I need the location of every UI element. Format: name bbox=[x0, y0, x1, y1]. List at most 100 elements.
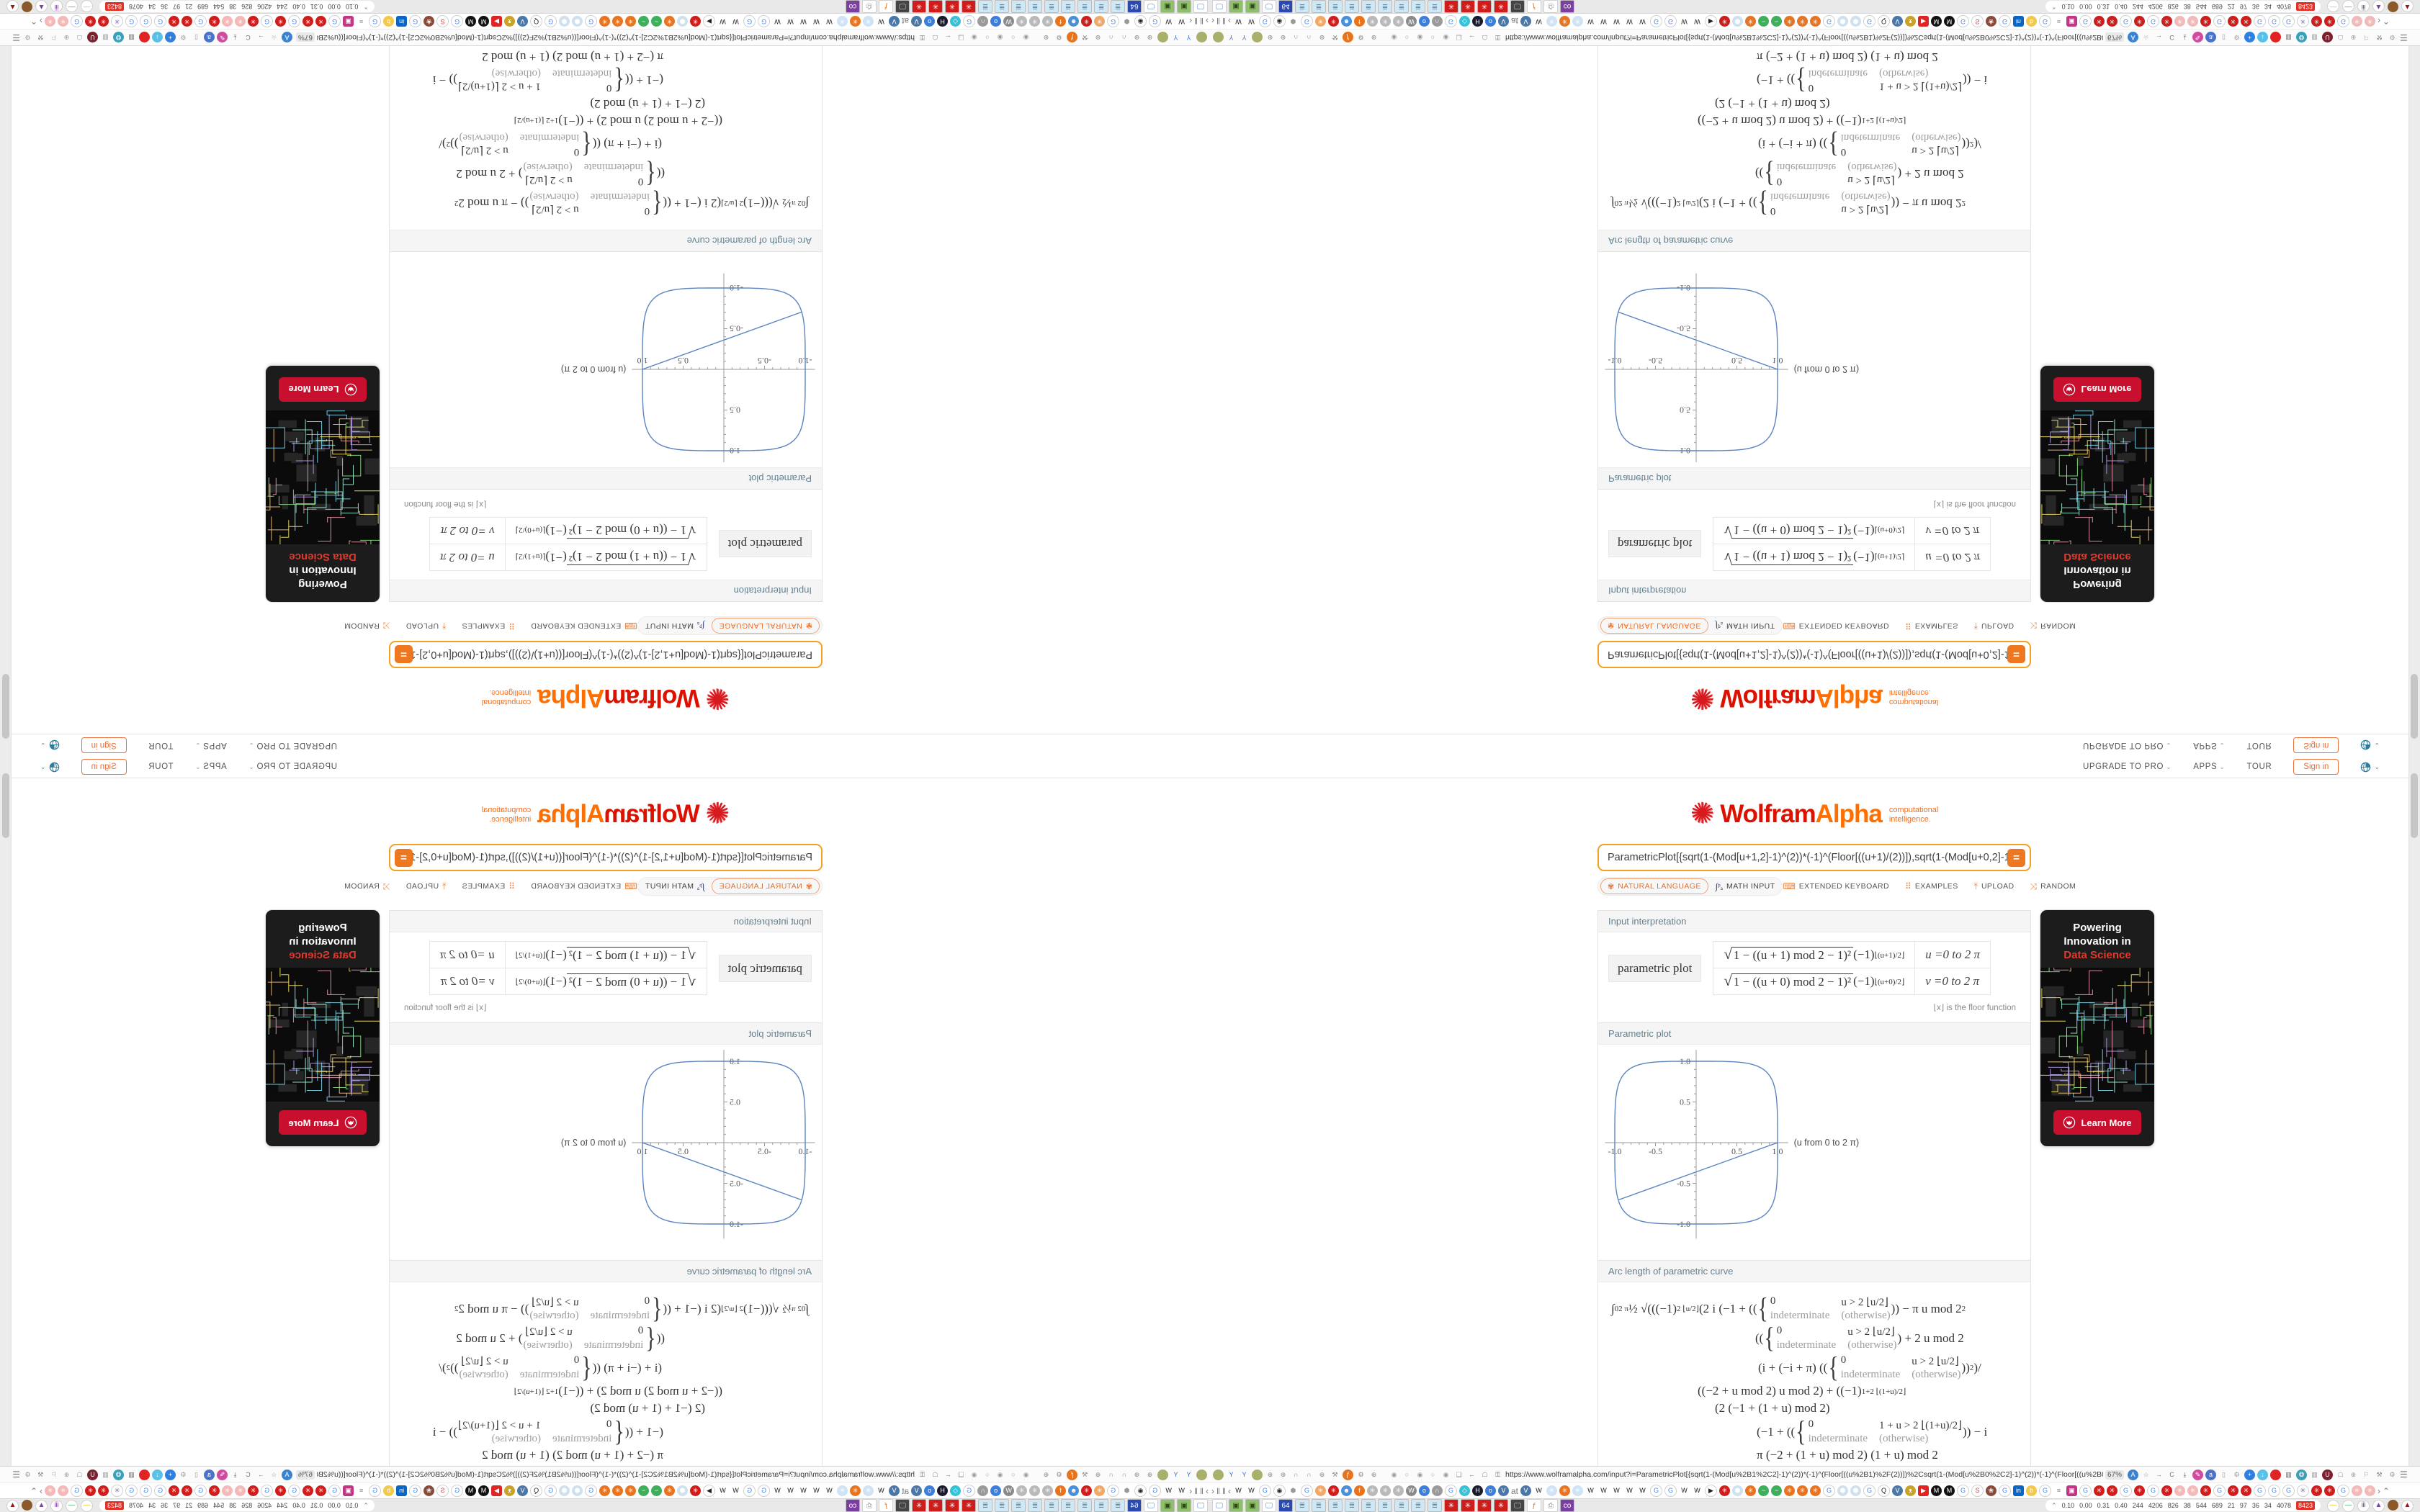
favicon-shg[interactable]: ☖ bbox=[76, 34, 83, 42]
app-icon-np[interactable]: ≣ bbox=[1044, 1499, 1059, 1512]
app-icon-np[interactable]: ≣ bbox=[1345, 1499, 1359, 1512]
favicon-wr[interactable]: ⚒ bbox=[1082, 1470, 1088, 1478]
favicon-mi[interactable]: ≡ bbox=[359, 1487, 364, 1494]
favicon-wp[interactable]: W bbox=[1405, 16, 1417, 27]
favicon-cc[interactable]: C bbox=[246, 34, 251, 42]
favicon-wpu[interactable]: ✳ bbox=[111, 15, 124, 27]
favicon-wap[interactable]: ✳ bbox=[222, 16, 233, 27]
favicon-g[interactable]: G bbox=[2267, 15, 2280, 27]
favicon-mi[interactable]: ≡ bbox=[359, 18, 364, 25]
favicon-or[interactable]: ✳ bbox=[1744, 1485, 1756, 1496]
favicon-g[interactable]: G bbox=[1664, 15, 1677, 27]
favicon-yt[interactable]: ▶ bbox=[1917, 16, 1929, 27]
favicon-g[interactable]: G bbox=[2336, 15, 2349, 27]
favicon-br[interactable]: ❀ bbox=[1985, 1485, 1996, 1496]
favicon-pb[interactable]: ✳ bbox=[863, 1485, 874, 1496]
favicon-g[interactable]: G bbox=[2119, 15, 2132, 27]
favicon-ol[interactable] bbox=[1157, 32, 1168, 43]
favicon-mo[interactable]: ▯ bbox=[194, 34, 198, 42]
favicon-med[interactable]: M bbox=[1943, 16, 1955, 27]
favicon-hb[interactable]: H bbox=[1471, 1485, 1483, 1496]
favicon-hs2[interactable]: ∩ bbox=[977, 16, 989, 27]
favicon-wa[interactable]: ✳ bbox=[1081, 1485, 1093, 1496]
favicon-sh[interactable]: ☖ bbox=[1482, 1470, 1488, 1478]
favicon-w[interactable]: W bbox=[1694, 18, 1700, 25]
app-icon-np[interactable]: ≣ bbox=[1295, 1499, 1309, 1512]
app-icon-np[interactable]: ≣ bbox=[1028, 1499, 1042, 1512]
extended-keyboard-button[interactable]: ⌨ EXTENDED KEYBOARD bbox=[530, 621, 637, 631]
favicon-w[interactable]: W bbox=[1681, 18, 1688, 25]
favicon-rw[interactable]: ○ bbox=[1404, 1470, 1410, 1478]
favicon-gr[interactable]: ~ bbox=[1757, 16, 1769, 27]
natural-language-tab[interactable]: ✾ NATURAL LANGUAGE bbox=[712, 618, 820, 634]
favicon-rmtn[interactable]: ▲ bbox=[2401, 0, 2414, 13]
favicon-gl[interactable]: ⊕ bbox=[1319, 34, 1325, 42]
favicon-wa[interactable]: ✳ bbox=[182, 1485, 193, 1496]
favicon-gl[interactable]: ⊕ bbox=[1267, 1470, 1273, 1478]
language-selector[interactable]: ⌄ bbox=[40, 762, 60, 773]
favicon-w[interactable]: W bbox=[1178, 18, 1185, 25]
favicon-yl[interactable]: — bbox=[81, 0, 93, 13]
favicon-wa[interactable]: ✳ bbox=[2106, 16, 2118, 27]
app-icon-np[interactable]: ≣ bbox=[978, 1499, 992, 1512]
favicon-wp[interactable]: W bbox=[1405, 1485, 1417, 1496]
favicon-rw[interactable]: ○ bbox=[1430, 1470, 1435, 1478]
favicon-or[interactable]: ✳ bbox=[1559, 1485, 1570, 1496]
query-input[interactable]: ParametricPlot[{sqrt(1-(Mod[u+1,2]-1)^(2… bbox=[389, 641, 823, 668]
favicon-wr[interactable]: ⚒ bbox=[37, 1470, 44, 1478]
favicon-q[interactable]: Q bbox=[1877, 15, 1890, 27]
app-icon-cg[interactable]: ▣ bbox=[1160, 1499, 1175, 1512]
favicon-pl[interactable]: ▶ bbox=[703, 1485, 716, 1497]
app-icon-np[interactable]: ≣ bbox=[1028, 0, 1042, 13]
favicon-gl[interactable]: ⊕ bbox=[1147, 1470, 1153, 1478]
app-icon-np[interactable]: ≣ bbox=[1411, 0, 1425, 13]
favicon-g[interactable]: G bbox=[1822, 1485, 1835, 1497]
app-icon-wsq[interactable]: ✳ bbox=[1461, 1499, 1475, 1512]
nav-tour[interactable]: TOUR bbox=[148, 741, 174, 750]
favicon-hs[interactable]: ∩ bbox=[1121, 1470, 1126, 1478]
natural-language-tab[interactable]: ✾ NATURAL LANGUAGE bbox=[712, 878, 820, 894]
favicon-ud[interactable]: U bbox=[2322, 32, 2334, 43]
favicon-rb[interactable]: ◉ bbox=[971, 34, 977, 42]
favicon-pb[interactable]: ✳ bbox=[1546, 16, 1557, 27]
learn-more-button[interactable]: Learn More bbox=[2053, 1110, 2141, 1135]
favicon-w[interactable]: W bbox=[1694, 1487, 1700, 1494]
favicon-g[interactable]: G bbox=[1863, 15, 1876, 27]
favicon-geg[interactable]: ⚙ bbox=[24, 34, 31, 42]
favicon-wao[interactable]: ✳ bbox=[1314, 16, 1326, 27]
favicon-g[interactable]: G bbox=[2038, 15, 2051, 27]
favicon-tr[interactable]: A bbox=[2128, 1469, 2139, 1480]
favicon-wr[interactable]: ⚒ bbox=[1332, 34, 1338, 42]
wolframalpha-logo[interactable]: ✺ WolframAlpha computational intelligence… bbox=[389, 798, 823, 829]
favicon-w[interactable]: W bbox=[787, 18, 794, 25]
favicon-sh[interactable]: ☖ bbox=[932, 34, 938, 42]
favicon-gl[interactable]: ⊕ bbox=[1095, 1470, 1101, 1478]
app-icon-fl[interactable]: 64 bbox=[1127, 1499, 1142, 1512]
random-button[interactable]: ⤨ RANDOM bbox=[344, 621, 390, 631]
app-icon-co[interactable]: co bbox=[1560, 0, 1574, 13]
favicon-ppl[interactable]: ☻ bbox=[1068, 16, 1080, 27]
favicon-hb[interactable]: H bbox=[1471, 16, 1483, 27]
favicon-wa[interactable]: ✳ bbox=[209, 1485, 220, 1496]
favicon-shg[interactable]: ☖ bbox=[2337, 1470, 2344, 1478]
favicon-wp[interactable]: W bbox=[1003, 1485, 1015, 1496]
tab-scroll-icon[interactable]: at bbox=[1510, 16, 1518, 27]
favicon-g[interactable]: G bbox=[1300, 15, 1313, 27]
favicon-br[interactable]: ❀ bbox=[424, 1485, 435, 1496]
favicon-w[interactable]: W bbox=[1536, 18, 1542, 25]
favicon-wap[interactable]: ✳ bbox=[58, 16, 69, 27]
sign-in-button[interactable]: Sign in bbox=[2293, 737, 2339, 753]
favicon-w[interactable]: W bbox=[1600, 1487, 1607, 1494]
favicon-g[interactable]: G bbox=[1107, 1485, 1120, 1497]
favicon-rmtn[interactable]: ▲ bbox=[6, 0, 19, 13]
favicon-pn[interactable]: ✎ bbox=[2192, 1469, 2204, 1480]
favicon-wr[interactable]: ⚒ bbox=[37, 34, 44, 42]
tab-scroll-icon[interactable]: at bbox=[1510, 1485, 1518, 1496]
app-icon-mnd[interactable]: 🖵 bbox=[895, 1499, 910, 1512]
favicon-sr[interactable]: S bbox=[436, 1485, 449, 1497]
favicon-rw[interactable]: ○ bbox=[985, 1470, 990, 1478]
scrollbar-thumb[interactable] bbox=[2411, 674, 2418, 739]
favicon-wag[interactable]: ✳ bbox=[1379, 1485, 1391, 1496]
favicon-rb[interactable]: ◉ bbox=[1023, 34, 1029, 42]
upload-button[interactable]: ⤒ UPLOAD bbox=[405, 881, 447, 891]
